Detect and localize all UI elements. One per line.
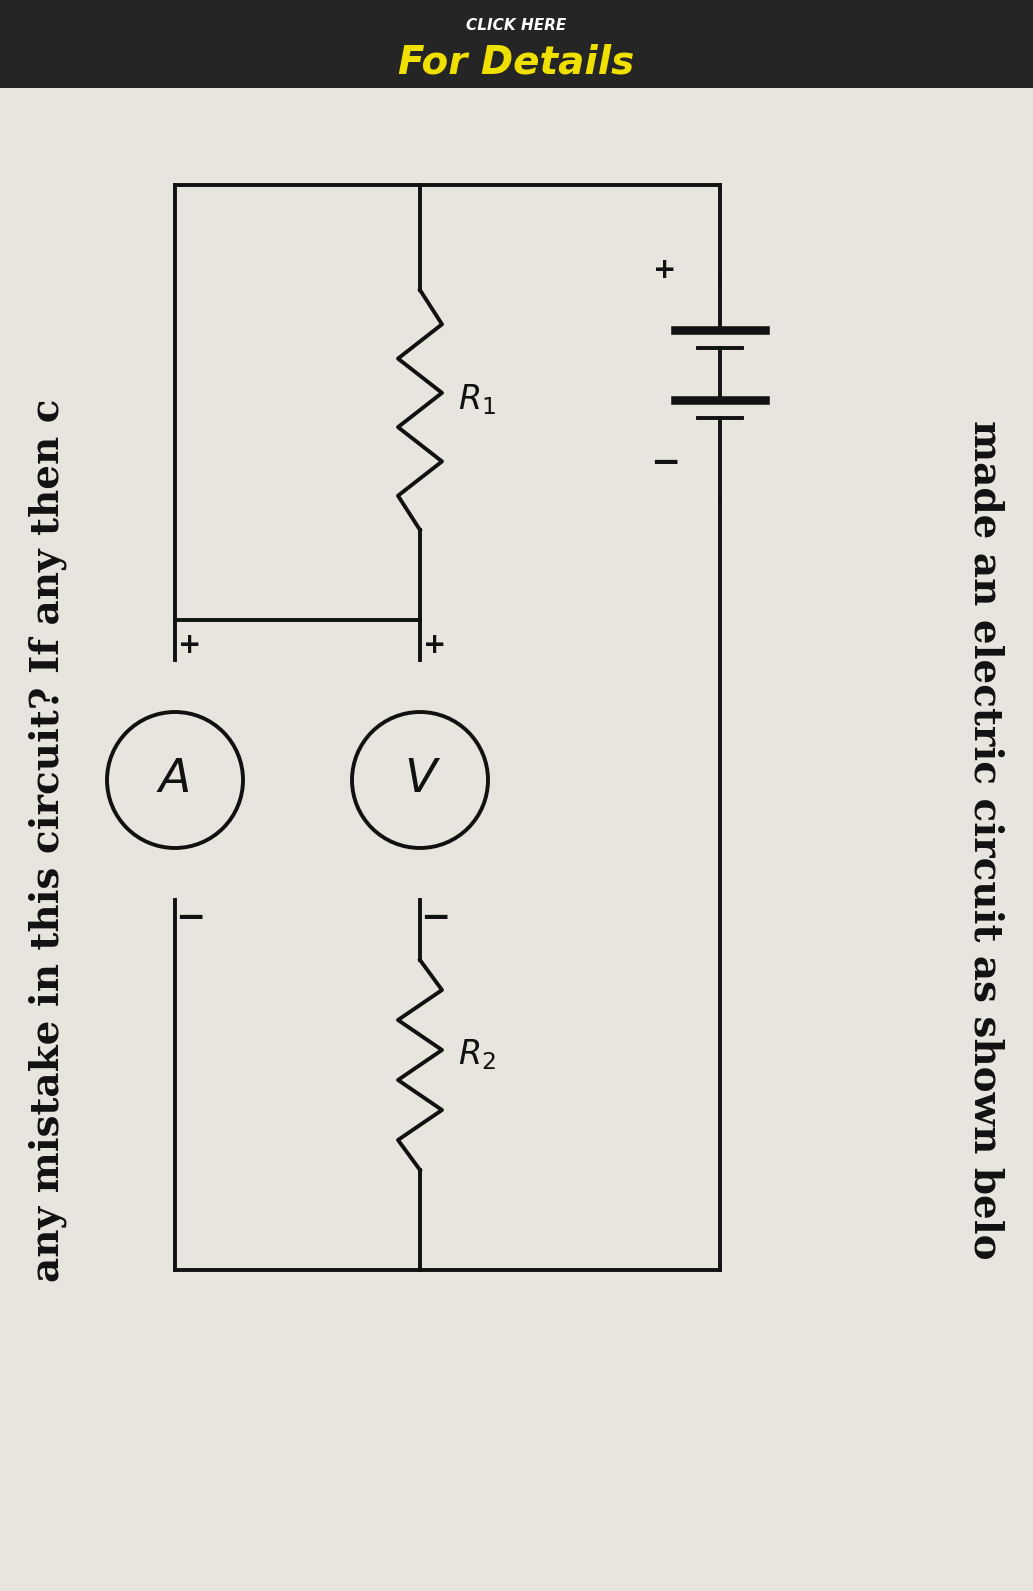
Text: CLICK HERE: CLICK HERE xyxy=(466,18,566,32)
Text: any mistake in this circuit? If any then c: any mistake in this circuit? If any then… xyxy=(29,398,67,1282)
Text: +: + xyxy=(179,632,201,659)
Text: +: + xyxy=(424,632,446,659)
Text: $R_2$: $R_2$ xyxy=(458,1037,496,1072)
Text: −: − xyxy=(419,901,450,936)
Text: For Details: For Details xyxy=(398,45,634,83)
Text: −: − xyxy=(175,901,206,936)
Text: $R_1$: $R_1$ xyxy=(458,383,496,417)
Text: A: A xyxy=(159,757,191,802)
Text: −: − xyxy=(650,445,680,480)
Bar xyxy=(0,0,1033,88)
Text: V: V xyxy=(404,757,436,802)
Text: made an electric circuit as shown belo: made an electric circuit as shown belo xyxy=(966,420,1004,1260)
Text: +: + xyxy=(653,256,677,285)
